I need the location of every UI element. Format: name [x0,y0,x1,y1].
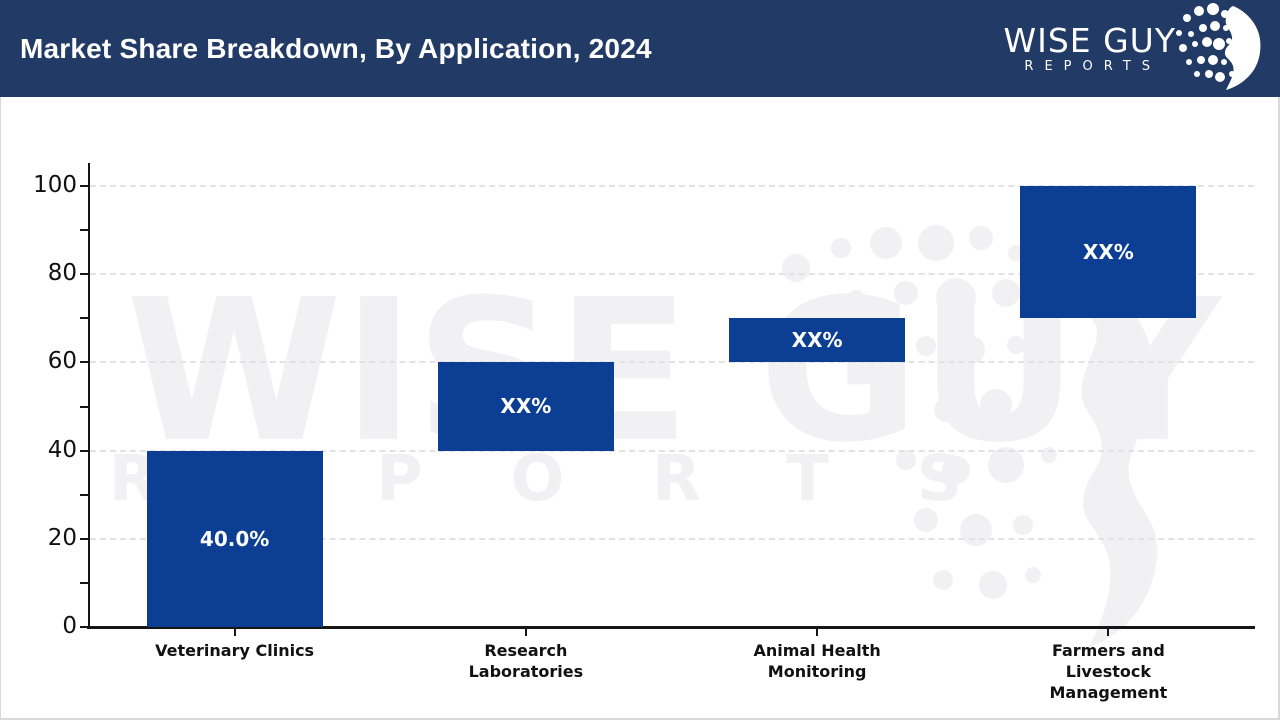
bar-segment: XX% [729,318,906,363]
x-axis-spine [87,626,1255,629]
x-category-label-line: Animal Health [753,641,881,660]
y-tick [80,449,88,452]
x-category-label: Veterinary Clinics [115,640,355,661]
x-category-label-line: Management [1049,683,1168,702]
y-tick-label: 100 [33,172,77,198]
y-tick [80,273,88,276]
bar-segment: XX% [437,362,614,451]
x-category-label-line: Livestock [1065,662,1151,681]
brand-logo: WISE GUY REPORTS [1003,2,1266,95]
y-tick-label: 20 [47,524,77,551]
face-profile-dots-icon [1170,2,1266,95]
bar-value-label: 40.0% [199,526,270,551]
gridline [90,273,1254,276]
bar-value-label: XX% [791,328,843,353]
x-category-label: Research Laboratories [406,640,646,682]
y-tick-label: 60 [47,348,77,375]
x-category-label-line: Laboratories [468,662,584,681]
brand-name: WISE GUY [1003,20,1176,60]
x-category-label-line: Research [484,641,568,660]
y-tick-label: 80 [47,260,77,287]
y-axis-spine [88,163,90,629]
y-tick [80,405,88,408]
brand-logo-text: WISE GUY REPORTS [1003,20,1176,74]
x-tick [233,629,236,636]
page-title: Market Share Breakdown, By Application, … [20,32,652,64]
x-category-label: Animal Health Monitoring [697,640,937,682]
header-bar: Market Share Breakdown, By Application, … [0,0,1280,97]
bar-value-label: XX% [1082,240,1134,265]
x-category-label: Farmers and Livestock Management [988,640,1228,703]
y-tick [80,493,88,496]
y-tick-label: 0 [62,613,77,639]
y-tick [80,361,88,364]
x-tick [816,629,819,636]
y-tick [80,229,88,232]
figure: WISE GUY REPORTS [0,97,1280,720]
y-tick-label: 40 [47,436,77,463]
y-tick [80,537,88,540]
gridline [90,361,1254,364]
gridline [90,537,1254,540]
gridline [90,185,1254,187]
y-tick [80,626,88,628]
x-category-label-line: Veterinary Clinics [155,641,315,660]
bar-segment: XX% [1020,186,1197,319]
bar-value-label: XX% [500,394,552,419]
y-tick [80,317,88,320]
gridline [90,449,1254,452]
x-tick [524,629,527,636]
y-tick [80,581,88,584]
brand-subname: REPORTS [1024,58,1162,74]
x-category-label-line: Monitoring [767,662,867,681]
x-tick [1107,629,1110,636]
x-category-label-line: Farmers and [1051,641,1165,660]
bar-segment: 40.0% [146,450,323,627]
y-tick [80,185,88,187]
